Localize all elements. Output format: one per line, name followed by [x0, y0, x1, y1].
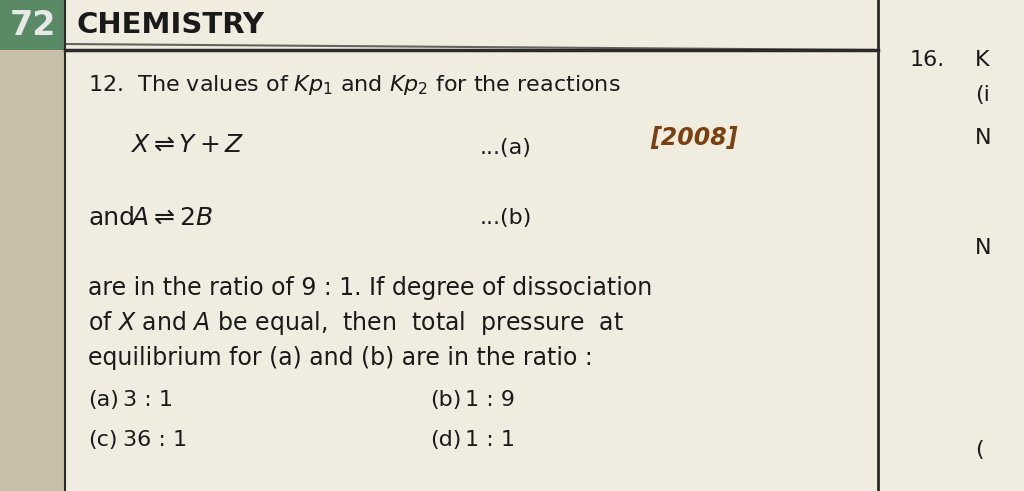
- Text: (i: (i: [975, 85, 990, 105]
- Text: [2008]: [2008]: [650, 126, 737, 150]
- FancyBboxPatch shape: [65, 0, 878, 50]
- Text: 16.: 16.: [910, 50, 945, 70]
- Text: 1 : 9: 1 : 9: [465, 390, 515, 410]
- Text: are in the ratio of 9 : 1. If degree of dissociation: are in the ratio of 9 : 1. If degree of …: [88, 276, 652, 300]
- FancyBboxPatch shape: [878, 0, 1024, 491]
- Text: 72: 72: [9, 8, 55, 42]
- FancyBboxPatch shape: [65, 50, 878, 491]
- Text: $X\rightleftharpoons Y+Z$: $X\rightleftharpoons Y+Z$: [130, 133, 245, 157]
- Text: (b): (b): [430, 390, 462, 410]
- Text: of $X$ and $A$ be equal,  then  total  pressure  at: of $X$ and $A$ be equal, then total pres…: [88, 309, 624, 337]
- FancyBboxPatch shape: [0, 0, 65, 50]
- Text: (a): (a): [88, 390, 119, 410]
- Text: (c): (c): [88, 430, 118, 450]
- Text: 1 : 1: 1 : 1: [465, 430, 515, 450]
- Text: equilibrium for (a) and (b) are in the ratio :: equilibrium for (a) and (b) are in the r…: [88, 346, 593, 370]
- Text: $A\rightleftharpoons 2B$: $A\rightleftharpoons 2B$: [130, 206, 213, 230]
- Text: 36 : 1: 36 : 1: [123, 430, 187, 450]
- Text: K: K: [975, 50, 989, 70]
- Text: N: N: [975, 238, 991, 258]
- Text: ...(a): ...(a): [480, 138, 531, 158]
- Text: ...(b): ...(b): [480, 208, 532, 228]
- Text: 3 : 1: 3 : 1: [123, 390, 173, 410]
- Text: and: and: [88, 206, 135, 230]
- Text: (d): (d): [430, 430, 462, 450]
- Text: (: (: [975, 440, 984, 460]
- Text: N: N: [975, 128, 991, 148]
- Text: 12.  The values of $Kp_1$ and $Kp_2$ for the reactions: 12. The values of $Kp_1$ and $Kp_2$ for …: [88, 73, 621, 97]
- Text: CHEMISTRY: CHEMISTRY: [77, 11, 265, 39]
